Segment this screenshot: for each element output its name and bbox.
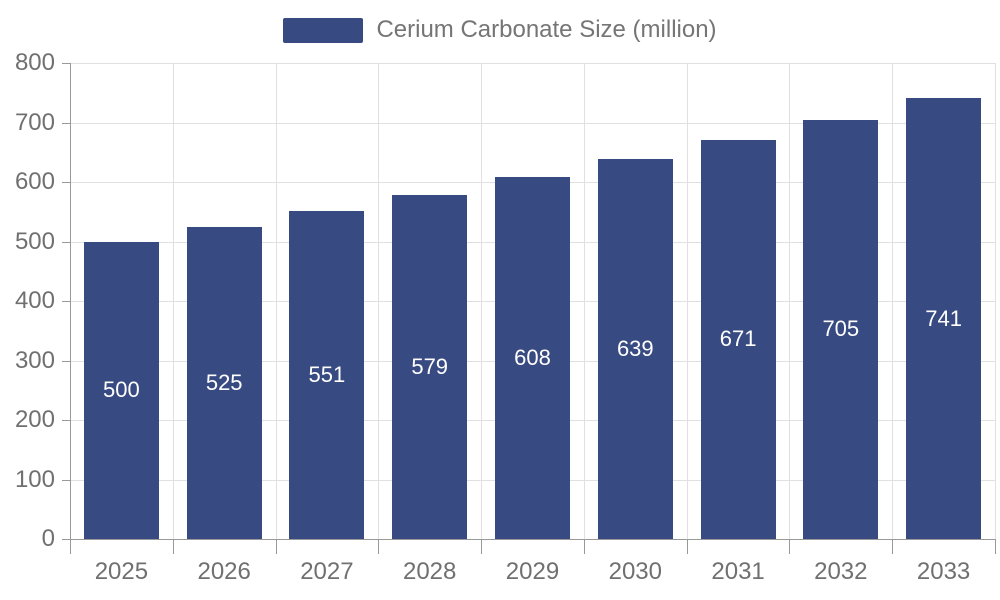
bar-2026[interactable]: 525: [186, 226, 262, 539]
x-tick-label: 2033: [916, 558, 971, 585]
bar-value-label: 608: [514, 345, 551, 371]
x-gridline: [583, 63, 585, 539]
x-tick-label: 2027: [300, 558, 354, 585]
bar-value-label: 639: [616, 335, 654, 361]
y-tick-label: 300: [14, 346, 55, 374]
x-axis-tick: [172, 539, 174, 554]
x-tick-label: 2028: [402, 558, 457, 585]
x-axis-tick: [995, 539, 996, 554]
x-gridline: [275, 63, 277, 539]
x-gridline: [789, 63, 791, 539]
x-tick-label: 2029: [505, 558, 560, 585]
y-axis-tick: [62, 420, 70, 421]
y-gridline: [70, 122, 995, 124]
y-axis-tick: [62, 63, 70, 64]
y-gridline: [70, 63, 995, 64]
bar-value-label: 671: [719, 326, 757, 352]
bar-2031[interactable]: 671: [700, 139, 776, 539]
x-gridline: [892, 63, 894, 539]
bar-value-label: 525: [205, 369, 243, 395]
bar-value-label: 579: [411, 353, 449, 379]
bar-value-label: 500: [103, 377, 140, 403]
bar-2025[interactable]: 500: [83, 241, 159, 539]
x-tick-label: 2031: [711, 558, 765, 585]
x-gridline: [995, 63, 996, 539]
bar-2033[interactable]: 741: [906, 98, 982, 539]
y-axis-line: [70, 63, 71, 554]
y-tick-label: 0: [41, 525, 55, 552]
bar-2027[interactable]: 551: [289, 211, 365, 539]
legend-label: Cerium Carbonate Size (million): [376, 16, 717, 43]
y-tick-label: 500: [14, 227, 55, 255]
y-tick-label: 800: [14, 49, 55, 76]
y-tick-label: 700: [14, 108, 55, 136]
y-tick-label: 100: [14, 465, 55, 493]
x-axis-tick: [892, 539, 894, 554]
x-axis-tick: [378, 539, 380, 554]
plot-area: 500 525 551 579 608 639 671 705 741: [70, 63, 996, 539]
x-gridline: [378, 63, 380, 539]
y-axis-tick: [62, 479, 70, 481]
x-tick-label: 2032: [814, 558, 868, 585]
bar-2030[interactable]: 639: [597, 158, 673, 539]
x-tick-label: 2025: [94, 558, 149, 585]
x-tick-label: 2030: [608, 558, 662, 585]
x-axis-tick: [583, 539, 585, 554]
x-axis-tick: [275, 539, 277, 554]
y-axis-tick: [62, 301, 70, 302]
bar-2032[interactable]: 705: [803, 119, 879, 539]
y-axis-tick: [62, 539, 70, 540]
y-tick-label: 600: [14, 168, 55, 195]
bar-value-label: 741: [925, 305, 962, 331]
x-axis-tick: [686, 539, 688, 554]
x-gridline: [481, 63, 483, 539]
x-axis-line: [62, 539, 995, 540]
x-gridline: [172, 63, 174, 539]
y-axis-tick: [62, 360, 70, 362]
x-gridline: [686, 63, 688, 539]
y-tick-label: 200: [14, 406, 55, 433]
x-tick-label: 2026: [197, 558, 251, 585]
y-axis-tick: [62, 122, 70, 124]
bar-2029[interactable]: 608: [495, 177, 570, 539]
y-axis-tick: [62, 182, 70, 183]
bar-value-label: 705: [822, 316, 860, 342]
y-axis-tick: [62, 241, 70, 243]
bar-2028[interactable]: 579: [392, 194, 468, 539]
bar-value-label: 551: [308, 362, 346, 388]
legend[interactable]: Cerium Carbonate Size (million): [0, 16, 1000, 44]
x-axis-tick: [481, 539, 483, 554]
legend-swatch: [283, 17, 364, 43]
y-tick-label: 400: [14, 287, 55, 314]
x-axis-tick: [789, 539, 791, 554]
